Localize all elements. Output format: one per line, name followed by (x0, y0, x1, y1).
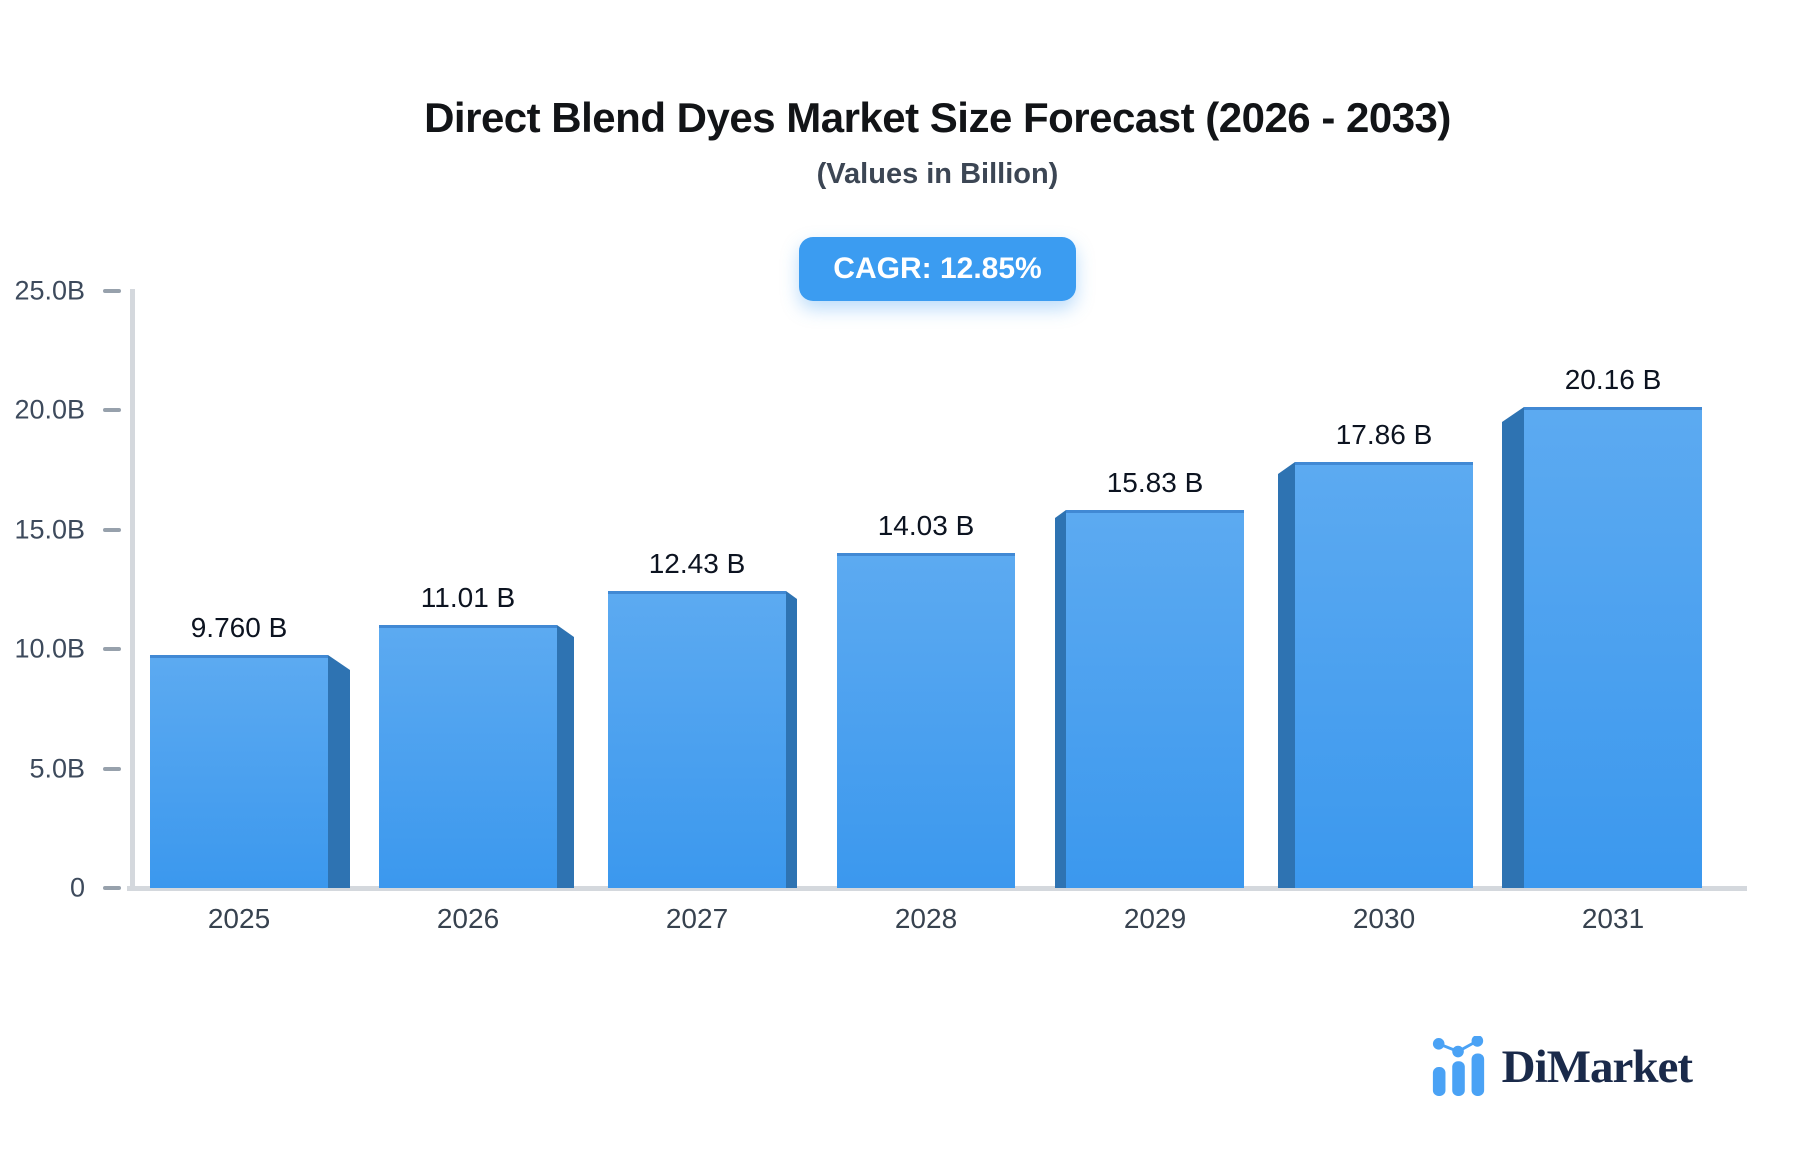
bar-3d-side (1502, 407, 1524, 888)
bar-value-label: 11.01 B (420, 582, 516, 613)
bar-2026 (379, 625, 557, 888)
x-axis-label: 2028 (894, 903, 958, 934)
x-axis-label: 2025 (207, 903, 271, 934)
bar-3d-side (786, 591, 797, 888)
x-axis-label: 2030 (1352, 903, 1416, 934)
y-tick-mark (103, 527, 121, 532)
y-tick-mark (103, 408, 121, 413)
y-tick-mark (103, 289, 121, 293)
x-axis-line (127, 886, 1747, 891)
brand-logo: DiMarket (1430, 1035, 1693, 1098)
x-axis-label: 2029 (1123, 903, 1187, 934)
y-tick-label: 20.0B (14, 394, 85, 425)
y-axis-line (130, 289, 135, 890)
chart-header: Direct Blend Dyes Market Size Forecast (… (130, 0, 1745, 301)
bar-3d-side (328, 655, 350, 888)
y-tick-label: 5.0B (29, 753, 85, 784)
x-axis-label: 2031 (1581, 903, 1645, 934)
bar-2025 (150, 655, 328, 888)
bar-value-label: 15.83 B (1106, 467, 1204, 498)
bar-2030 (1295, 462, 1473, 888)
bar-3d-side (1278, 462, 1295, 888)
bar-2027 (608, 591, 786, 888)
chart-title: Direct Blend Dyes Market Size Forecast (… (424, 94, 1451, 141)
bar-3d-side (557, 625, 574, 888)
bar-value-label: 9.760 B (190, 612, 288, 643)
cagr-badge: CAGR: 12.85% (799, 237, 1076, 301)
brand-logo-text: DiMarket (1501, 1041, 1693, 1093)
y-tick-mark (103, 766, 121, 771)
bar-value-label: 20.16 B (1564, 364, 1662, 395)
chart-subtitle: (Values in Billion) (816, 158, 1059, 190)
x-axis-label: 2026 (436, 903, 500, 934)
bar-2031 (1524, 407, 1702, 888)
bar-value-label: 14.03 B (877, 510, 975, 541)
bar-2029 (1066, 510, 1244, 888)
bar-value-label: 12.43 B (648, 548, 746, 579)
mini-bar-chart-icon (1430, 1035, 1488, 1098)
y-tick-label: 15.0B (14, 514, 85, 545)
y-tick-mark (103, 886, 121, 890)
y-tick-label: 10.0B (14, 633, 85, 664)
bar-3d-side (1055, 510, 1066, 888)
bar-value-label: 17.86 B (1335, 419, 1433, 450)
y-tick-mark (103, 647, 121, 652)
x-axis-label: 2027 (665, 903, 729, 934)
y-tick-label: 0 (69, 872, 85, 903)
y-tick-label: 25.0B (14, 275, 85, 306)
bar-2028 (837, 553, 1015, 888)
